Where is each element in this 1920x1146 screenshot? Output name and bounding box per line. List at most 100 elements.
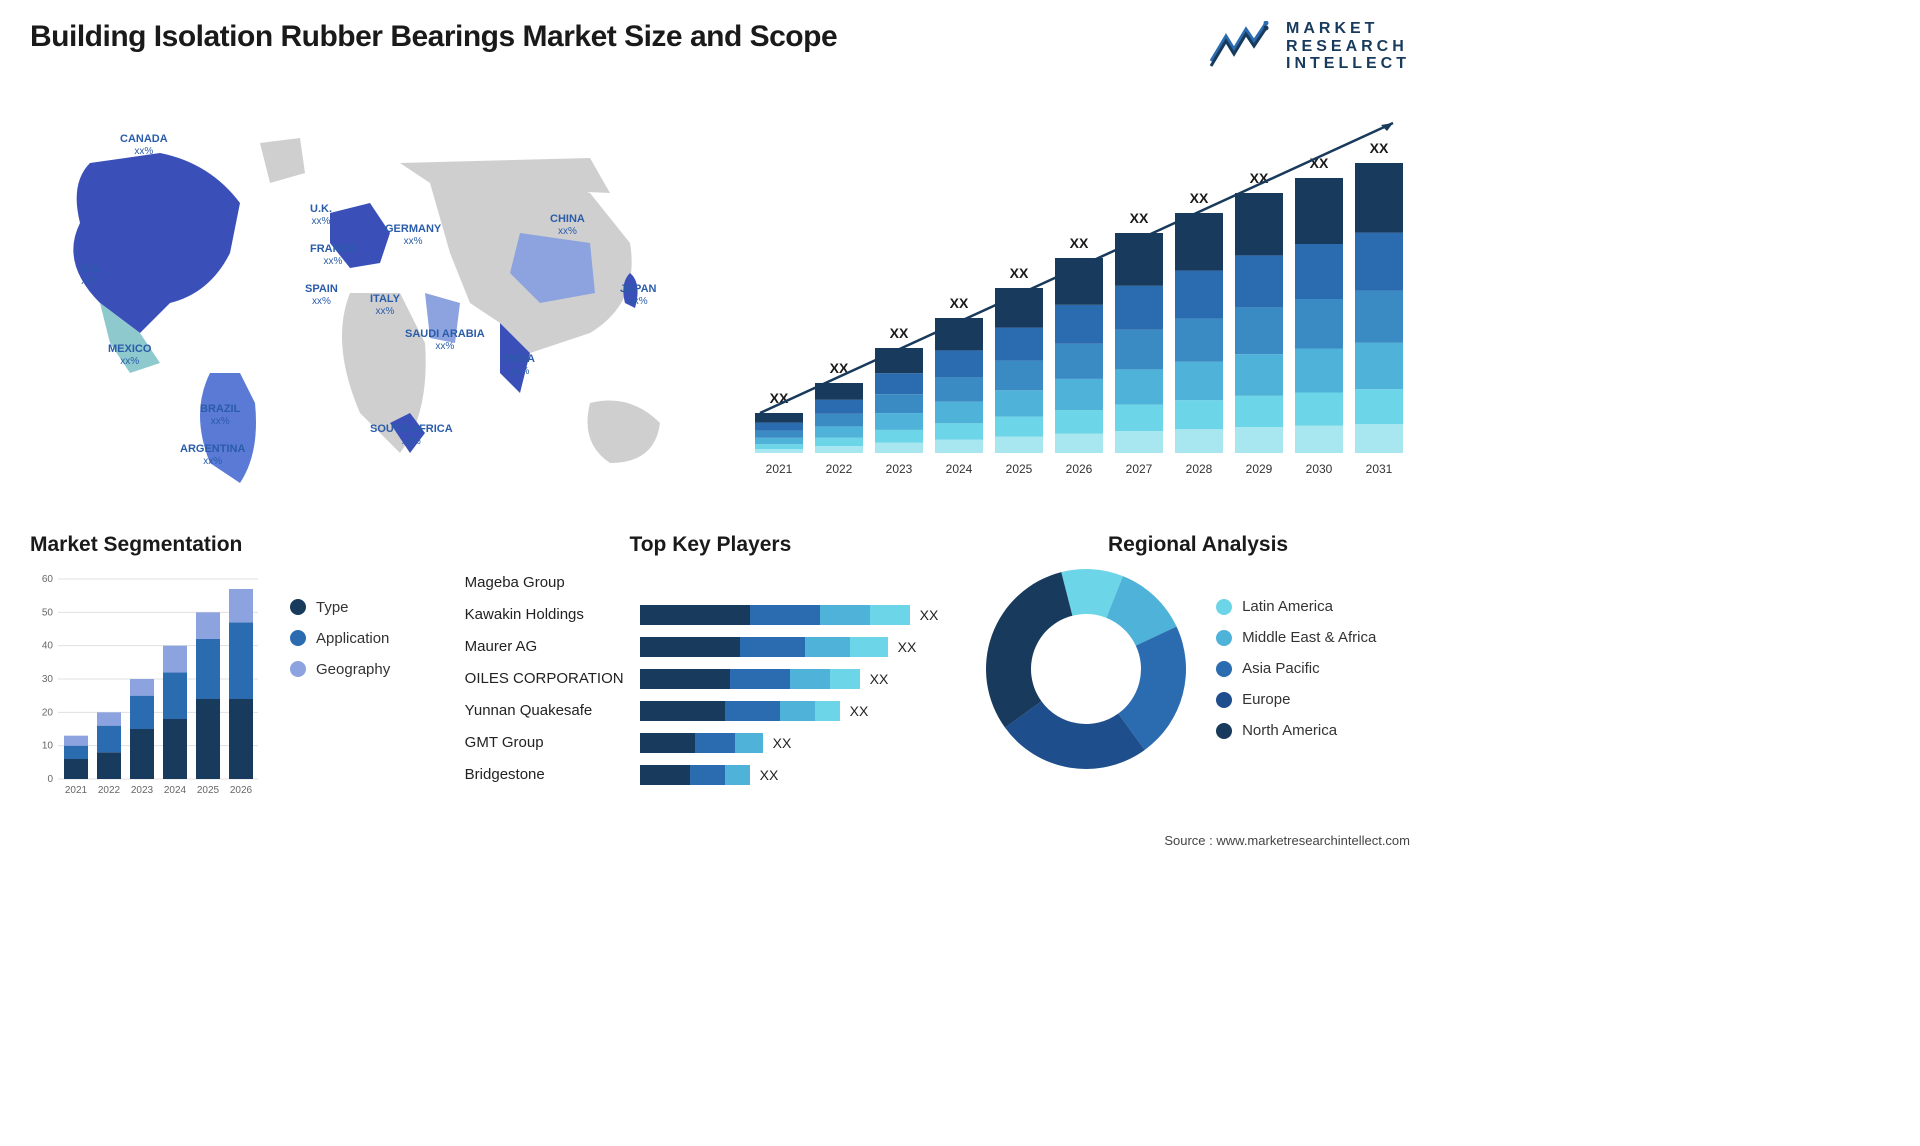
player-row: Mageba Group xyxy=(465,569,956,597)
page-title: Building Isolation Rubber Bearings Marke… xyxy=(30,20,837,54)
legend-label: North America xyxy=(1242,722,1337,739)
player-value: XX xyxy=(760,767,779,783)
legend-item: Type xyxy=(290,599,390,616)
svg-text:2022: 2022 xyxy=(826,462,853,476)
svg-text:50: 50 xyxy=(42,607,54,618)
segmentation-chart: 0102030405060202120222023202420252026 xyxy=(30,569,270,799)
legend-item: Application xyxy=(290,630,390,647)
svg-text:20: 20 xyxy=(42,707,54,718)
player-value: XX xyxy=(920,607,939,623)
svg-text:60: 60 xyxy=(42,574,54,585)
svg-text:2024: 2024 xyxy=(164,785,187,796)
segmentation-title: Market Segmentation xyxy=(30,533,435,557)
svg-text:XX: XX xyxy=(1190,190,1209,206)
regional-title: Regional Analysis xyxy=(986,533,1410,557)
player-name: Mageba Group xyxy=(465,574,640,591)
world-map: CANADAxx% U.S.xx% MEXICOxx% BRAZILxx% ARGENT… xyxy=(30,103,700,503)
map-svg xyxy=(30,103,700,503)
player-row: GMT Group XX xyxy=(465,729,956,757)
svg-text:2025: 2025 xyxy=(197,785,220,796)
player-name: GMT Group xyxy=(465,734,640,751)
legend-item: Asia Pacific xyxy=(1216,660,1376,677)
svg-text:2028: 2028 xyxy=(1186,462,1213,476)
player-name: Maurer AG xyxy=(465,638,640,655)
legend-label: Type xyxy=(316,599,349,616)
player-row: Kawakin Holdings XX xyxy=(465,601,956,629)
segmentation-section: Market Segmentation 01020304050602021202… xyxy=(30,533,435,799)
svg-text:2031: 2031 xyxy=(1366,462,1393,476)
svg-text:2026: 2026 xyxy=(230,785,253,796)
legend-label: Middle East & Africa xyxy=(1242,629,1376,646)
players-title: Top Key Players xyxy=(465,533,956,557)
svg-text:XX: XX xyxy=(1370,140,1389,156)
legend-dot xyxy=(1216,661,1232,677)
regional-donut xyxy=(986,569,1186,769)
regional-legend: Latin AmericaMiddle East & AfricaAsia Pa… xyxy=(1216,598,1376,739)
map-label: BRAZILxx% xyxy=(200,403,240,428)
logo-line2: RESEARCH xyxy=(1286,38,1410,56)
svg-text:2023: 2023 xyxy=(131,785,154,796)
player-row: OILES CORPORATION XX xyxy=(465,665,956,693)
svg-text:30: 30 xyxy=(42,674,54,685)
svg-text:2021: 2021 xyxy=(766,462,793,476)
map-label: JAPANxx% xyxy=(620,283,656,308)
players-section: Top Key Players Mageba Group Kawakin Hold… xyxy=(465,533,956,793)
map-label: MEXICOxx% xyxy=(108,343,151,368)
growth-bar-chart: XX2021XX2022XX2023XX2024XX2025XX2026XX20… xyxy=(740,103,1410,503)
svg-text:0: 0 xyxy=(47,774,53,785)
legend-label: Application xyxy=(316,630,389,647)
legend-dot xyxy=(1216,599,1232,615)
player-bar xyxy=(640,733,763,753)
player-value: XX xyxy=(870,671,889,687)
legend-dot xyxy=(1216,630,1232,646)
map-label: CANADAxx% xyxy=(120,133,168,158)
player-bar xyxy=(640,669,860,689)
map-label: U.S.xx% xyxy=(80,263,101,288)
svg-text:XX: XX xyxy=(950,295,969,311)
player-bar xyxy=(640,701,840,721)
player-name: OILES CORPORATION xyxy=(465,670,640,687)
legend-label: Asia Pacific xyxy=(1242,660,1320,677)
map-label: ITALYxx% xyxy=(370,293,400,318)
svg-text:2024: 2024 xyxy=(946,462,973,476)
player-bar xyxy=(640,637,888,657)
svg-text:2029: 2029 xyxy=(1246,462,1273,476)
legend-dot xyxy=(290,599,306,615)
legend-item: Geography xyxy=(290,661,390,678)
player-row: Yunnan QuakesafeXX xyxy=(465,697,956,725)
player-bar xyxy=(640,765,750,785)
legend-dot xyxy=(1216,723,1232,739)
map-label: CHINAxx% xyxy=(550,213,585,238)
player-row: Bridgestone XX xyxy=(465,761,956,789)
svg-text:XX: XX xyxy=(1010,265,1029,281)
svg-text:2022: 2022 xyxy=(98,785,121,796)
player-name: Yunnan Quakesafe xyxy=(465,702,640,719)
source-text: Source : www.marketresearchintellect.com xyxy=(1164,833,1410,848)
svg-text:XX: XX xyxy=(1070,235,1089,251)
logo-line3: INTELLECT xyxy=(1286,55,1410,73)
player-name: Bridgestone xyxy=(465,766,640,783)
player-row: Maurer AG XX xyxy=(465,633,956,661)
svg-text:2026: 2026 xyxy=(1066,462,1093,476)
players-chart: Mageba Group Kawakin Holdings XX Maurer AG X… xyxy=(465,569,956,789)
logo-icon xyxy=(1206,21,1276,71)
legend-item: Middle East & Africa xyxy=(1216,629,1376,646)
map-label: GERMANYxx% xyxy=(385,223,441,248)
map-label: SOUTH AFRICAxx% xyxy=(370,423,453,448)
player-bar xyxy=(640,605,910,625)
svg-text:2021: 2021 xyxy=(65,785,88,796)
map-label: ARGENTINAxx% xyxy=(180,443,245,468)
svg-text:40: 40 xyxy=(42,640,54,651)
svg-text:2023: 2023 xyxy=(886,462,913,476)
player-value: XX xyxy=(773,735,792,751)
brand-logo: MARKET RESEARCH INTELLECT xyxy=(1206,20,1410,73)
legend-item: North America xyxy=(1216,722,1376,739)
player-value: XX xyxy=(898,639,917,655)
legend-label: Europe xyxy=(1242,691,1290,708)
map-label: FRANCExx% xyxy=(310,243,356,268)
legend-dot xyxy=(290,630,306,646)
svg-text:XX: XX xyxy=(890,325,909,341)
player-name: Kawakin Holdings xyxy=(465,606,640,623)
map-label: INDIAxx% xyxy=(505,353,535,378)
legend-dot xyxy=(290,661,306,677)
